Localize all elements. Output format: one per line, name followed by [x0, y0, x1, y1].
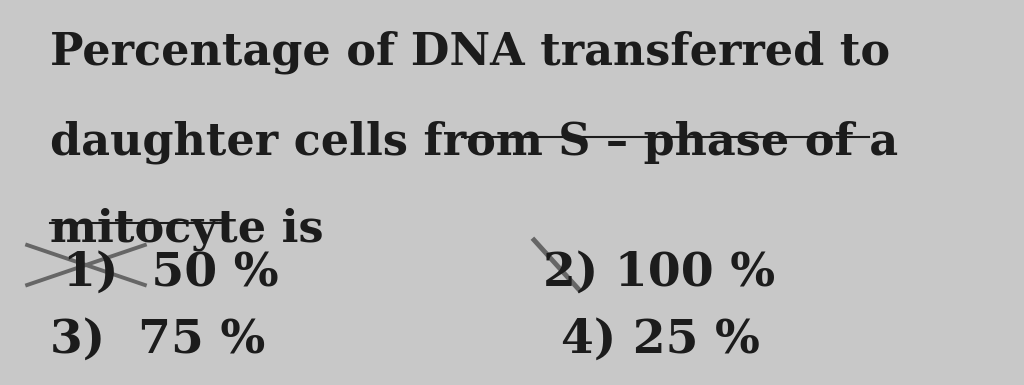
Text: mitocyte is: mitocyte is — [50, 207, 324, 251]
Text: 1)  50 %: 1) 50 % — [63, 250, 279, 296]
Text: 3)  75 %: 3) 75 % — [50, 317, 265, 363]
Text: daughter cells from S – phase of a: daughter cells from S – phase of a — [50, 120, 898, 164]
Text: Percentage of DNA transferred to: Percentage of DNA transferred to — [50, 30, 890, 74]
Text: 4) 25 %: 4) 25 % — [561, 317, 760, 363]
Text: 2) 100 %: 2) 100 % — [543, 250, 775, 296]
